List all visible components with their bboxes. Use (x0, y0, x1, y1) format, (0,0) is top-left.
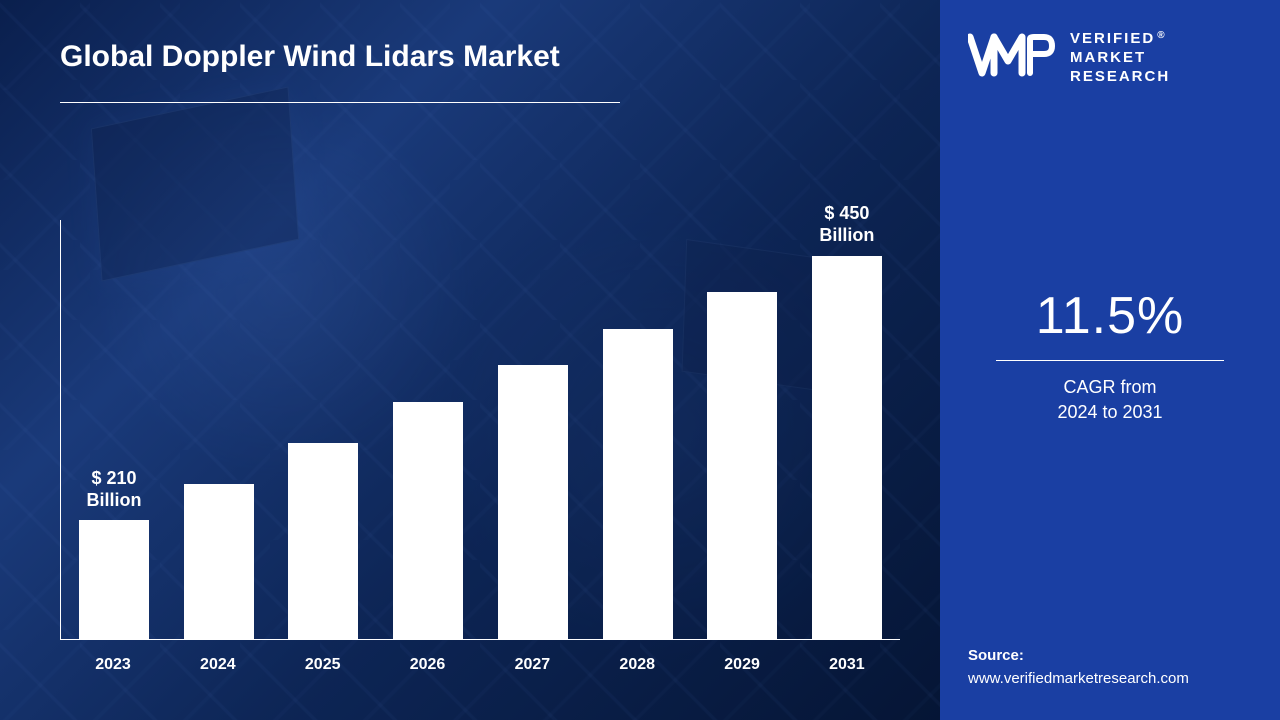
bar-wrap (812, 256, 882, 639)
x-axis-label: 2029 (707, 648, 777, 680)
bar-wrap (184, 484, 254, 639)
brand-line1: VERIFIED (1070, 30, 1155, 47)
main-panel: Global Doppler Wind Lidars Market $ 210B… (0, 0, 940, 720)
bar-wrap (707, 292, 777, 639)
bar (498, 365, 568, 639)
brand-line2: MARKET (1070, 49, 1146, 66)
source-block: Source: www.verifiedmarketresearch.com (968, 645, 1252, 690)
bar-wrap (288, 443, 358, 639)
vmr-logo-icon (968, 31, 1056, 86)
page-title: Global Doppler Wind Lidars Market (60, 40, 880, 74)
registered-mark: ® (1157, 30, 1166, 41)
bar (393, 402, 463, 639)
x-axis-label: 2027 (497, 648, 567, 680)
root-container: Global Doppler Wind Lidars Market $ 210B… (0, 0, 1280, 720)
bar (603, 329, 673, 639)
title-underline (60, 102, 620, 103)
x-axis-label: 2028 (602, 648, 672, 680)
brand-line3: RESEARCH (1070, 68, 1170, 85)
bars-row (60, 220, 900, 640)
bar (79, 520, 149, 639)
cagr-value: 11.5% (968, 286, 1252, 346)
x-axis-labels: 2023 2024 2025 2026 2027 2028 2029 2031 (60, 648, 900, 680)
cagr-block: 11.5% CAGR from 2024 to 2031 (968, 286, 1252, 425)
bar-wrap (393, 402, 463, 639)
bar-wrap (79, 520, 149, 639)
cagr-divider (996, 360, 1224, 361)
cagr-text-line1: CAGR from (1063, 377, 1156, 397)
bar-chart: $ 210Billion $ 450Billion 20232024202520… (60, 180, 900, 680)
source-url: www.verifiedmarketresearch.com (968, 668, 1252, 691)
x-axis-label: 2025 (288, 648, 358, 680)
x-axis-label: 2024 (183, 648, 253, 680)
cagr-text: CAGR from 2024 to 2031 (968, 375, 1252, 425)
x-axis-label: 2031 (812, 648, 882, 680)
x-axis-label: 2026 (393, 648, 463, 680)
bar (812, 256, 882, 639)
brand-text: VERIFIED® MARKET RESEARCH (1070, 30, 1170, 86)
title-block: Global Doppler Wind Lidars Market (60, 40, 880, 103)
bar (184, 484, 254, 639)
bar-wrap (498, 365, 568, 639)
source-label: Source: (968, 645, 1252, 668)
bar (288, 443, 358, 639)
x-axis-label: 2023 (78, 648, 148, 680)
brand-logo: VERIFIED® MARKET RESEARCH (968, 30, 1252, 86)
bar (707, 292, 777, 639)
cagr-text-line2: 2024 to 2031 (1057, 402, 1162, 422)
side-panel: VERIFIED® MARKET RESEARCH 11.5% CAGR fro… (940, 0, 1280, 720)
bar-wrap (603, 329, 673, 639)
